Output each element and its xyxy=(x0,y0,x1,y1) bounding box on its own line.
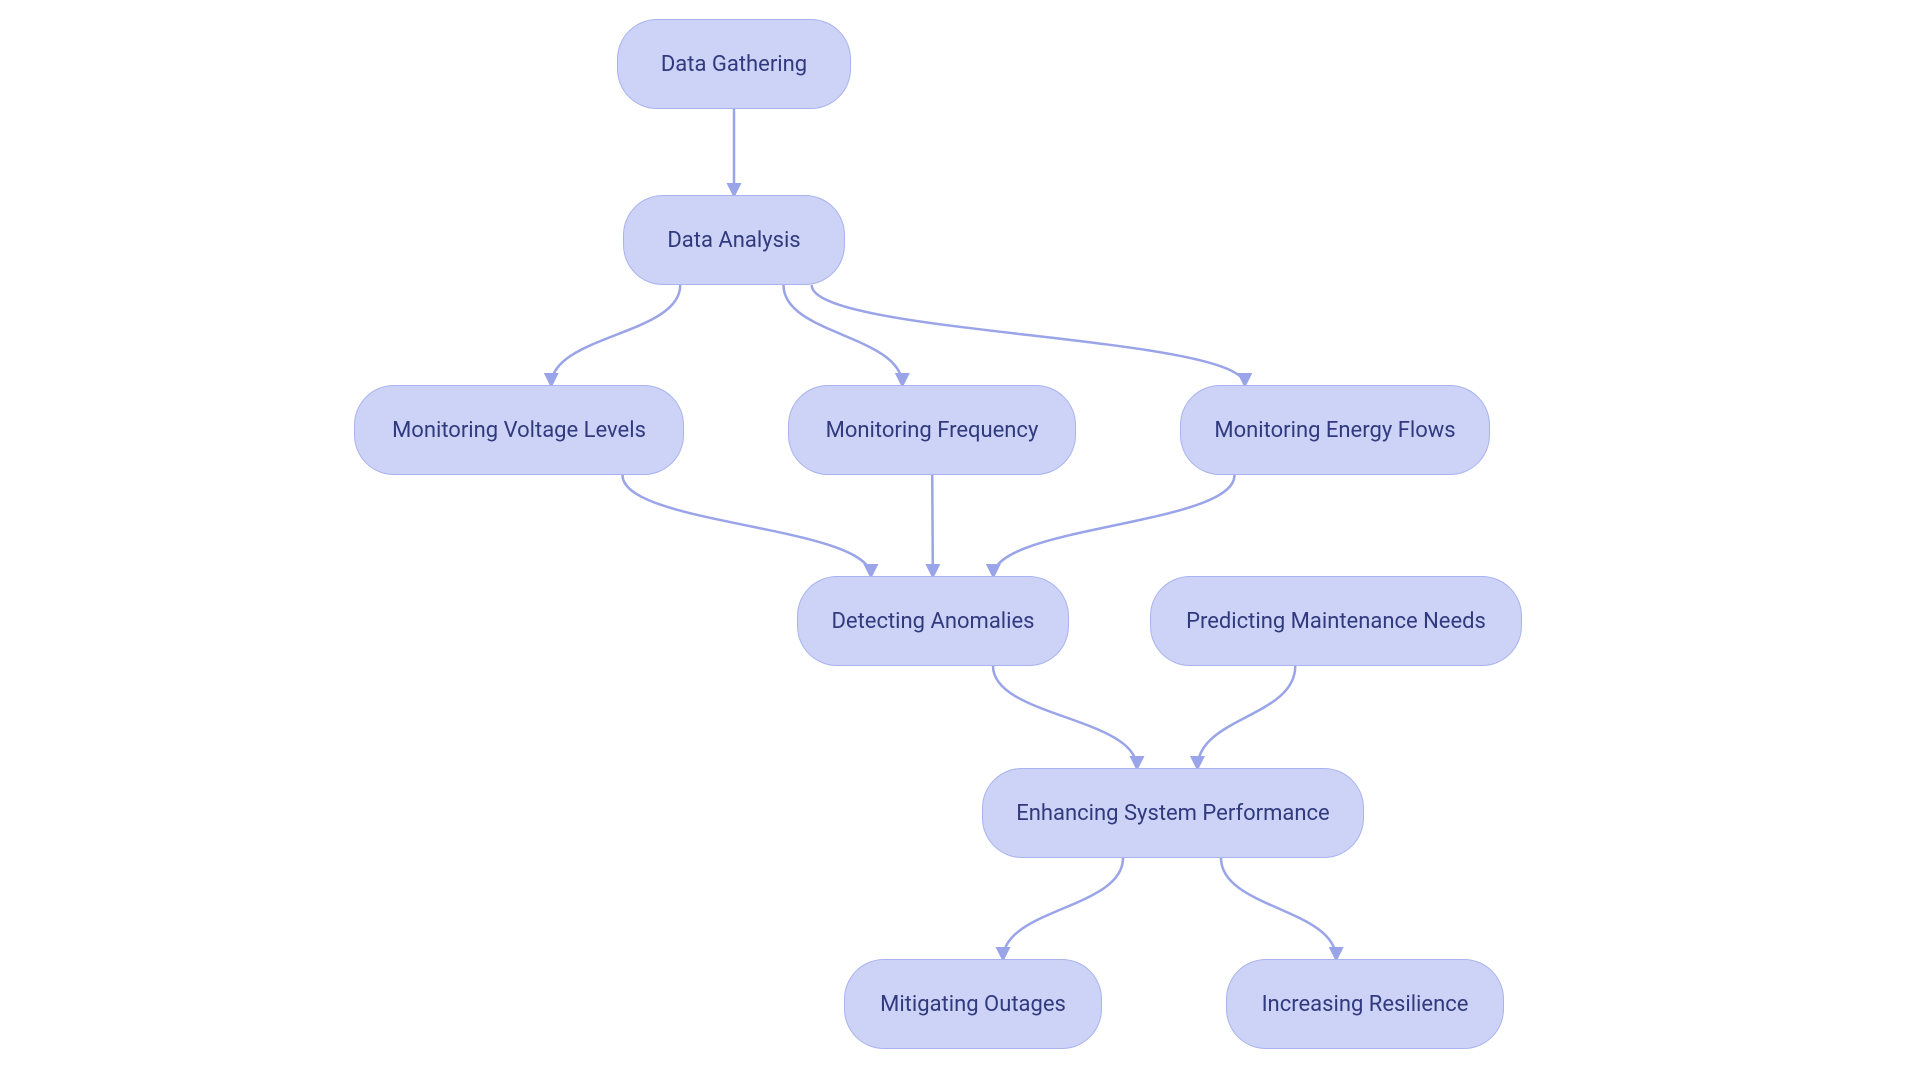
edge-detect-anomalies-to-enhance-perf xyxy=(993,666,1137,768)
node-detect-anomalies: Detecting Anomalies xyxy=(797,576,1069,666)
edge-mon-voltage-to-detect-anomalies xyxy=(623,475,871,576)
node-label: Predicting Maintenance Needs xyxy=(1186,609,1486,634)
node-label: Enhancing System Performance xyxy=(1016,801,1329,826)
node-predict-maint: Predicting Maintenance Needs xyxy=(1150,576,1522,666)
node-mon-energy: Monitoring Energy Flows xyxy=(1180,385,1490,475)
node-label: Detecting Anomalies xyxy=(831,609,1034,634)
edges-layer xyxy=(0,0,1920,1083)
node-label: Monitoring Voltage Levels xyxy=(392,418,646,443)
node-enhance-perf: Enhancing System Performance xyxy=(982,768,1364,858)
node-label: Data Analysis xyxy=(667,228,800,253)
edge-mon-energy-to-detect-anomalies xyxy=(993,475,1234,576)
node-mon-frequency: Monitoring Frequency xyxy=(788,385,1076,475)
flowchart-canvas: Data Gathering Data Analysis Monitoring Vo… xyxy=(0,0,1920,1083)
node-data-analysis: Data Analysis xyxy=(623,195,845,285)
node-label: Increasing Resilience xyxy=(1262,992,1469,1017)
node-label: Data Gathering xyxy=(661,52,807,77)
edge-predict-maint-to-enhance-perf xyxy=(1197,666,1295,768)
node-data-gathering: Data Gathering xyxy=(617,19,851,109)
node-increase-resilience: Increasing Resilience xyxy=(1226,959,1504,1049)
edge-enhance-perf-to-increase-resilience xyxy=(1221,858,1336,959)
node-label: Mitigating Outages xyxy=(880,992,1066,1017)
edge-data-analysis-to-mon-energy xyxy=(812,285,1245,385)
node-label: Monitoring Energy Flows xyxy=(1214,418,1455,443)
edge-mon-frequency-to-detect-anomalies xyxy=(932,475,933,576)
edge-enhance-perf-to-mitigate-outages xyxy=(1003,858,1123,959)
edge-data-analysis-to-mon-frequency xyxy=(784,285,903,385)
node-mon-voltage: Monitoring Voltage Levels xyxy=(354,385,684,475)
node-mitigate-outages: Mitigating Outages xyxy=(844,959,1102,1049)
edge-data-analysis-to-mon-voltage xyxy=(551,285,680,385)
node-label: Monitoring Frequency xyxy=(826,418,1039,443)
